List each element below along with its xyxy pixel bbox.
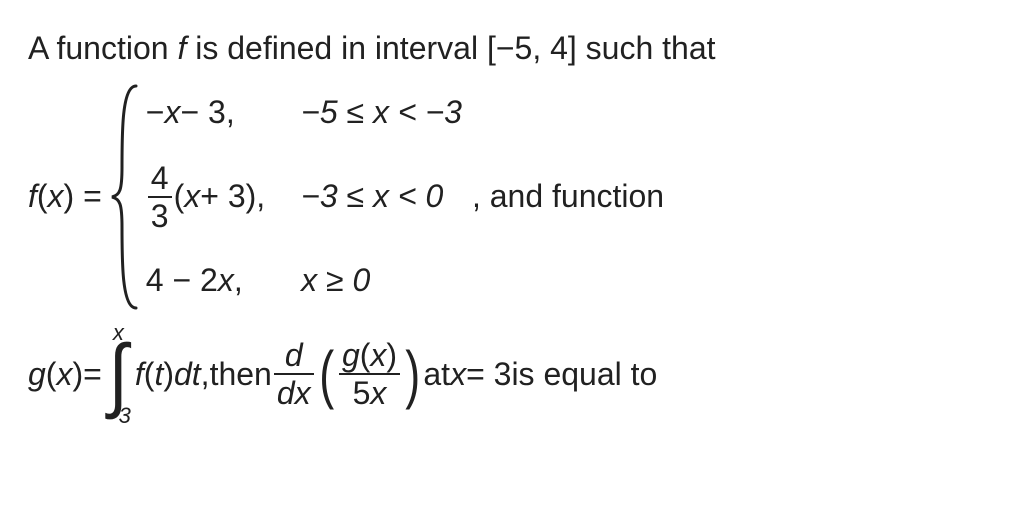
var-g: g [342,337,360,373]
piecewise-lhs: f(x) = [28,176,108,218]
text: and function [481,178,664,214]
text: + 3), [200,176,265,218]
numerator: d [282,339,306,373]
var-x: x [218,260,234,302]
integral-symbol: ∫ [109,344,128,406]
piecewise-definition: f(x) = −x − 3, −5 ≤ x < −3 4 [28,82,996,312]
problem-intro-line: A function f is defined in interval [−5,… [28,28,996,70]
denominator: 3 [148,198,172,232]
paren-open: ( [360,337,371,373]
big-paren-close: ) [405,349,420,400]
denominator: 5x [350,375,390,409]
interval: [−5, 4] [487,30,577,66]
left-brace-icon [108,82,142,312]
inner-fraction: g(x) 5x [339,339,400,409]
var-g: g [28,354,46,396]
integral-icon: x ∫ −3 [106,322,131,428]
var-t: t [154,354,163,396]
condition: −3 ≤ x < 0 [301,176,443,218]
var-x: x [295,375,311,411]
var-x: x [370,375,386,411]
math-problem: A function f is defined in interval [−5,… [0,0,1024,427]
piecewise-trailing: , and function [462,176,664,218]
numerator: g(x) [339,339,400,373]
var-f: f [177,30,186,66]
d: d [277,375,295,411]
condition: x ≥ 0 [301,260,370,302]
numerator: 4 [148,162,172,196]
var-f: f [28,178,37,214]
var-x: x [184,176,200,218]
text: such that [577,30,716,66]
paren-close: ) [163,354,174,396]
big-paren-open: ( [319,349,334,400]
var-x: x [164,92,180,134]
fraction-4-3: 4 3 [148,162,172,232]
var-x: x [450,354,466,396]
d: d [174,354,192,396]
paren-open: ( [144,354,155,396]
separator: , [472,178,481,214]
text: A function [28,30,177,66]
text: , [234,260,243,302]
case1-expr: −x − 3, [146,92,265,134]
g-definition-line: g(x) = x ∫ −3 f(t)dt, then d dx ( g(x) 5… [28,322,996,428]
piecewise-cases: −x − 3, −5 ≤ x < −3 4 3 (x + 3), −3 ≤ x … [142,82,462,312]
equals: = [83,354,102,396]
var-x: x [370,337,386,373]
paren-close: ) [64,178,75,214]
condition: −5 ≤ x < −3 [301,92,462,134]
comma: , [201,354,210,396]
case3-expr: 4 − 2x, [146,260,265,302]
case1-cond: −5 ≤ x < −3 [301,92,462,134]
text-rest: is equal to [511,354,657,396]
denominator: dx [274,375,314,409]
text: − [146,92,165,134]
five: 5 [353,375,371,411]
text: 4 − 2 [146,260,218,302]
equals: = [74,178,102,214]
paren-open: ( [46,354,57,396]
paren-open: ( [174,176,185,218]
text-at: at [423,354,450,396]
var-x: x [48,178,64,214]
var-x: x [56,354,72,396]
text: is defined in interval [186,30,487,66]
equals-3: = 3 [466,354,511,396]
case3-cond: x ≥ 0 [301,260,462,302]
piecewise-brace-wrap: −x − 3, −5 ≤ x < −3 4 3 (x + 3), −3 ≤ x … [108,82,462,312]
text-then: then [210,354,272,396]
paren-close: ) [386,337,397,373]
text: − 3, [180,92,234,134]
paren-open: ( [37,178,48,214]
d: d [285,337,303,373]
case2-cond: −3 ≤ x < 0 [301,176,462,218]
case2-expr: 4 3 (x + 3), [146,162,265,232]
var-t: t [192,354,201,396]
paren-close: ) [72,354,83,396]
var-f: f [135,354,144,396]
derivative-operator: d dx [274,339,314,409]
